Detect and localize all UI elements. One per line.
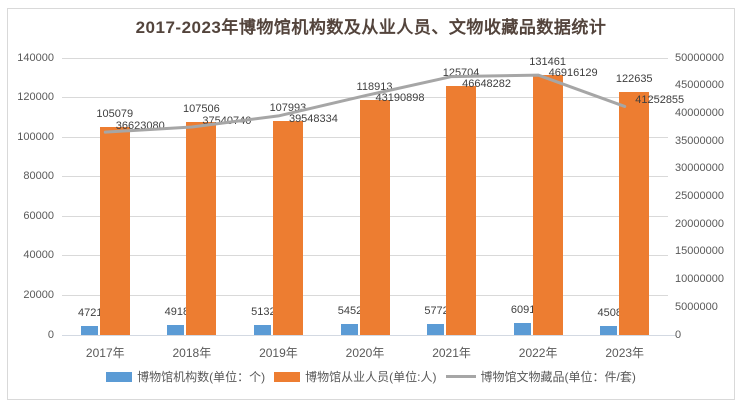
- right-axis-tick-label: 40000000: [675, 106, 724, 119]
- legend-item: 博物馆机构数(单位：个): [106, 368, 265, 385]
- right-axis-tick-label: 50000000: [675, 51, 724, 64]
- legend-swatch-employees: [274, 371, 301, 382]
- employees-bar: [446, 86, 477, 335]
- x-axis-label: 2020年: [345, 346, 385, 360]
- institutions-value-label: 6091: [510, 303, 536, 316]
- right-axis-tick-label: 0: [675, 328, 682, 341]
- right-axis-tick-label: 45000000: [675, 79, 724, 92]
- right-axis-tick-label: 35000000: [675, 134, 724, 147]
- institutions-value-label: 4508: [597, 307, 622, 320]
- institutions-bar: [253, 324, 271, 335]
- left-axis-tick-label: 100000: [17, 130, 54, 143]
- left-axis-tick-label: 20000: [23, 288, 54, 301]
- employees-value-label: 107506: [182, 103, 220, 116]
- gridline: [62, 57, 668, 59]
- employees-bar: [532, 74, 563, 335]
- left-axis-tick-label: 0: [47, 328, 54, 341]
- employees-bar: [99, 127, 130, 335]
- right-axis-tick-label: 25000000: [675, 190, 724, 202]
- institutions-value-label: 4918: [164, 306, 190, 319]
- x-axis-label: 2022年: [518, 346, 558, 360]
- gridline: [62, 97, 668, 99]
- x-axis-label: 2021年: [432, 346, 471, 360]
- institutions-value-label: 5772: [424, 304, 449, 317]
- collections-value-label: 43190898: [375, 91, 425, 104]
- collections-value-label: 41252855: [635, 94, 685, 107]
- left-axis-tick-label: 140000: [17, 51, 54, 64]
- left-axis-tick-label: 120000: [17, 91, 54, 104]
- employees-value-label: 105079: [96, 108, 134, 121]
- left-axis-tick-label: 60000: [23, 209, 54, 222]
- x-axis-label: 2018年: [172, 346, 212, 360]
- x-axis-line: [62, 334, 676, 336]
- collections-value-label: 37540740: [202, 115, 252, 128]
- right-axis-tick-label: 20000000: [675, 217, 724, 230]
- collections-value-label: 46916129: [548, 66, 598, 79]
- x-axis-label: 2019年: [259, 346, 298, 360]
- employees-bar: [186, 122, 217, 335]
- right-axis-tick-label: 30000000: [675, 162, 724, 175]
- legend-item: 博物馆文物藏品(单位：件/套): [445, 368, 636, 385]
- legend-swatch-institutions: [106, 371, 133, 382]
- x-axis-label: 2023年: [605, 346, 645, 360]
- institutions-value-label: 5452: [337, 305, 363, 318]
- legend-label: 博物馆文物藏品(单位：件/套): [480, 370, 636, 384]
- legend-label: 博物馆机构数(单位：个): [137, 370, 266, 384]
- employees-value-label: 131461: [529, 55, 566, 68]
- institutions-bar: [167, 325, 185, 335]
- institutions-bar: [513, 322, 531, 335]
- chart-legend: 博物馆机构数(单位：个) 博物馆从业人员(单位:人) 博物馆文物藏品(单位：件/套): [0, 368, 742, 385]
- legend-swatch-collections: [445, 375, 476, 378]
- employees-value-label: 122635: [615, 73, 653, 86]
- employees-bar: [359, 99, 390, 335]
- legend-label: 博物馆从业人员(单位:人): [305, 370, 437, 384]
- collections-value-label: 39548334: [288, 113, 338, 126]
- collections-value-label: 46648282: [462, 78, 512, 91]
- institutions-value-label: 4721: [78, 306, 103, 319]
- x-axis-label: 2017年: [85, 346, 125, 360]
- right-axis-tick-label: 5000000: [675, 300, 718, 313]
- institutions-bar: [427, 323, 445, 335]
- left-axis-tick-label: 80000: [23, 170, 54, 183]
- chart-title: 2017-2023年博物馆机构数及从业人员、文物收藏品数据统计: [135, 18, 607, 37]
- left-axis-tick-label: 40000: [23, 249, 54, 262]
- institutions-bar: [340, 324, 358, 335]
- institutions-value-label: 5132: [251, 305, 276, 318]
- institutions-bar: [600, 326, 618, 335]
- institutions-bar: [80, 325, 98, 335]
- employees-bar: [272, 121, 303, 335]
- right-axis-tick-label: 15000000: [675, 245, 724, 258]
- legend-item: 博物馆从业人员(单位:人): [274, 368, 437, 385]
- right-axis-tick-label: 10000000: [675, 273, 724, 286]
- employees-bar: [619, 92, 650, 335]
- collections-value-label: 36623080: [115, 120, 165, 133]
